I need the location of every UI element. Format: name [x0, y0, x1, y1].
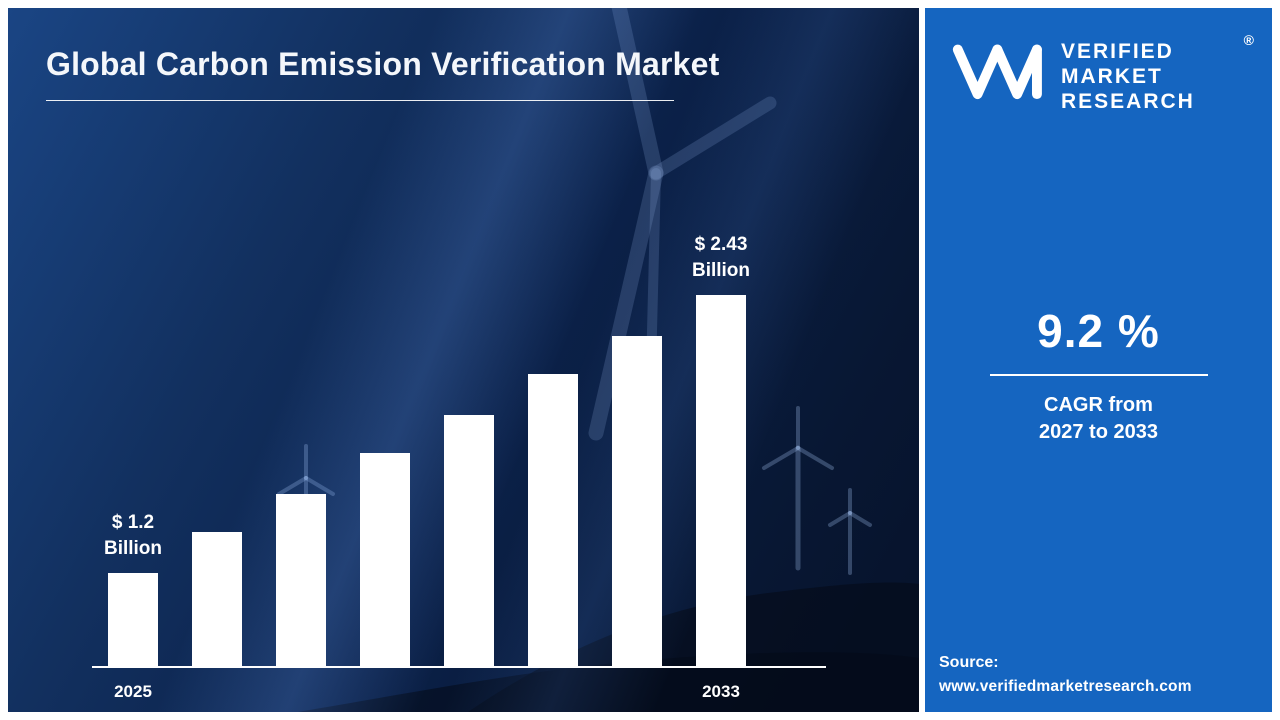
- bar-group: [444, 415, 494, 666]
- bar: [696, 295, 746, 666]
- bar-group: [528, 374, 578, 666]
- bar: [528, 374, 578, 666]
- cagr-caption: CAGR from 2027 to 2033: [925, 392, 1272, 446]
- bar-value-label: $ 2.43 Billion: [691, 233, 751, 282]
- title-underline: [46, 99, 674, 101]
- bar: [612, 336, 662, 666]
- page-title: Global Carbon Emission Verification Mark…: [46, 46, 720, 82]
- source-url: www.verifiedmarketresearch.com: [939, 678, 1192, 695]
- cagr-value: 9.2 %: [1037, 305, 1160, 358]
- bar-group: [276, 494, 326, 666]
- bar: [444, 415, 494, 666]
- source: Source: www.verifiedmarketresearch.com: [925, 654, 1272, 712]
- bar: [192, 532, 242, 666]
- bar-group: $ 2.43 Billion 2033: [692, 232, 750, 701]
- bar: [360, 453, 410, 666]
- cagr-caption-line: CAGR from: [1044, 394, 1153, 417]
- bar-value-label: $ 1.2 Billion: [103, 511, 163, 560]
- bar: [276, 494, 326, 666]
- registered-trademark: ®: [1243, 32, 1254, 48]
- infographic: Global Carbon Emission Verification Mark…: [8, 8, 1272, 712]
- source-label: Source:: [939, 654, 999, 671]
- vmr-logo: VERIFIED MARKET RESEARCH ®: [949, 32, 1254, 114]
- bar-group: [192, 532, 242, 666]
- stats-panel: VERIFIED MARKET RESEARCH ® 9.2 % CAGR fr…: [925, 8, 1272, 712]
- x-axis-label: 2025: [114, 682, 152, 701]
- brand-name-line: RESEARCH: [1061, 89, 1195, 113]
- chart-section: Global Carbon Emission Verification Mark…: [8, 8, 919, 712]
- brand-name: VERIFIED MARKET RESEARCH: [1061, 38, 1195, 114]
- title-block: Global Carbon Emission Verification Mark…: [46, 42, 746, 101]
- bar-chart-plot-area: $ 1.2 Billion 2025 $ 2.43 Billion 2033: [92, 232, 826, 701]
- bar-chart: $ 1.2 Billion 2025 $ 2.43 Billion 2033: [92, 232, 826, 701]
- vmr-logo-icon: [952, 44, 1042, 100]
- brand-name-line: VERIFIED: [1061, 40, 1174, 63]
- brand-name-line: MARKET: [1061, 64, 1163, 88]
- stat-divider: [989, 374, 1208, 377]
- cagr-caption-line: 2027 to 2033: [1039, 421, 1158, 444]
- x-axis-label: 2033: [702, 682, 740, 701]
- cagr-stat: 9.2 % CAGR from 2027 to 2033: [925, 304, 1272, 446]
- bar-group: $ 1.2 Billion 2025: [104, 510, 162, 701]
- bar: [108, 573, 158, 666]
- bar-group: [612, 336, 662, 666]
- bar-group: [360, 453, 410, 666]
